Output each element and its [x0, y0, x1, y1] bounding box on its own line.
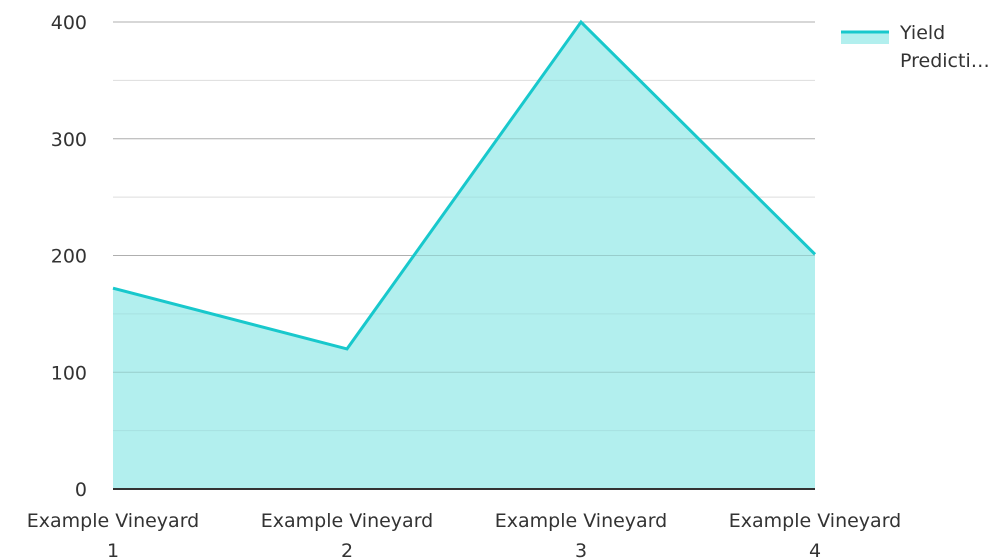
series-area-layer [109, 18, 819, 489]
legend[interactable]: Yield Predicti… [841, 22, 990, 72]
data-point-2[interactable] [343, 345, 351, 353]
x-tick-label-4: Example Vineyard 4 [729, 510, 901, 560]
data-point-4[interactable] [811, 250, 819, 258]
x-tick-label-1: Example Vineyard 1 [27, 510, 199, 560]
x-tick-label-2: Example Vineyard 2 [261, 510, 433, 560]
legend-swatch [841, 30, 889, 44]
x-axis-ticks: Example Vineyard 1 Example Vineyard 2 Exampl… [27, 510, 901, 560]
data-point-3[interactable] [577, 18, 585, 26]
series-line [112, 19, 817, 351]
y-axis-ticks: 0 100 200 300 400 [51, 12, 87, 501]
y-tick-label: 0 [75, 479, 87, 501]
y-tick-label: 300 [51, 129, 87, 151]
y-tick-label: 400 [51, 12, 87, 34]
x-tick-label-3: Example Vineyard 3 [495, 510, 667, 560]
legend-label: Yield Predicti… [899, 22, 990, 72]
y-tick-label: 100 [51, 362, 87, 384]
series-area-fill [113, 22, 815, 489]
data-point-1[interactable] [109, 284, 117, 292]
y-tick-label: 200 [51, 246, 87, 268]
